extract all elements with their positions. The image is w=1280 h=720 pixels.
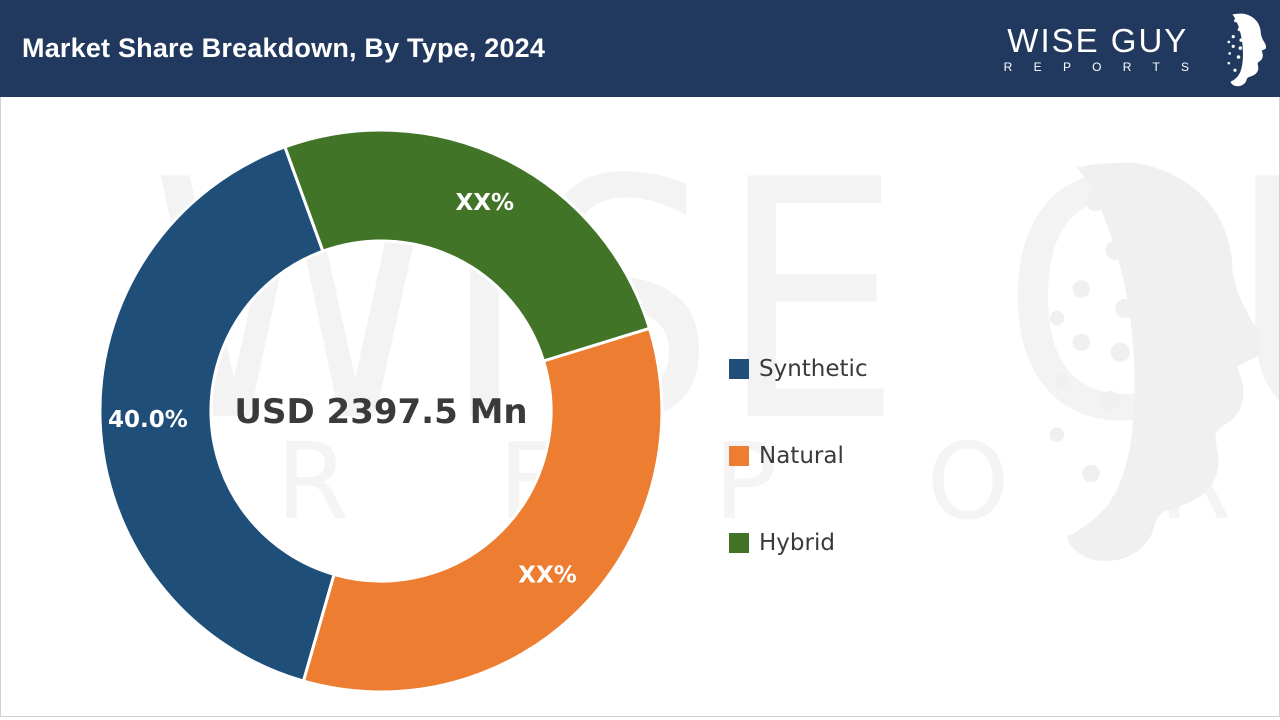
chart-area: WISE GUY R E P O R T S	[0, 97, 1280, 717]
legend-label-hybrid: Hybrid	[759, 530, 835, 556]
legend-label-natural: Natural	[759, 443, 844, 469]
slice-label-natural: XX%	[518, 562, 577, 588]
brand-name: WISE GUY	[1007, 21, 1189, 59]
donut-slice-natural	[302, 326, 664, 694]
brand-face-icon	[1204, 9, 1266, 89]
donut-chart: 40.0% XX% XX% USD 2397.5 Mn	[1, 97, 1279, 716]
legend-swatch-synthetic	[729, 359, 749, 379]
legend-swatch-natural	[729, 446, 749, 466]
slice-label-hybrid: XX%	[456, 190, 515, 216]
legend-label-synthetic: Synthetic	[759, 356, 868, 382]
center-value-label: USD 2397.5 Mn	[234, 392, 527, 432]
slice-label-synthetic: 40.0%	[108, 407, 188, 433]
brand-logo: WISE GUY R E P O R T S	[998, 9, 1266, 89]
donut-slice-hybrid	[283, 128, 651, 363]
header-bar: Market Share Breakdown, By Type, 2024 WI…	[0, 0, 1280, 97]
legend-swatch-hybrid	[729, 533, 749, 553]
legend: Synthetic Natural Hybrid	[729, 355, 868, 616]
legend-item-hybrid: Hybrid	[729, 529, 868, 557]
brand-subname: R E P O R T S	[1003, 59, 1198, 74]
donut-slice-synthetic	[98, 145, 336, 683]
legend-item-natural: Natural	[729, 442, 868, 470]
page-title: Market Share Breakdown, By Type, 2024	[22, 33, 546, 63]
legend-item-synthetic: Synthetic	[729, 355, 868, 383]
